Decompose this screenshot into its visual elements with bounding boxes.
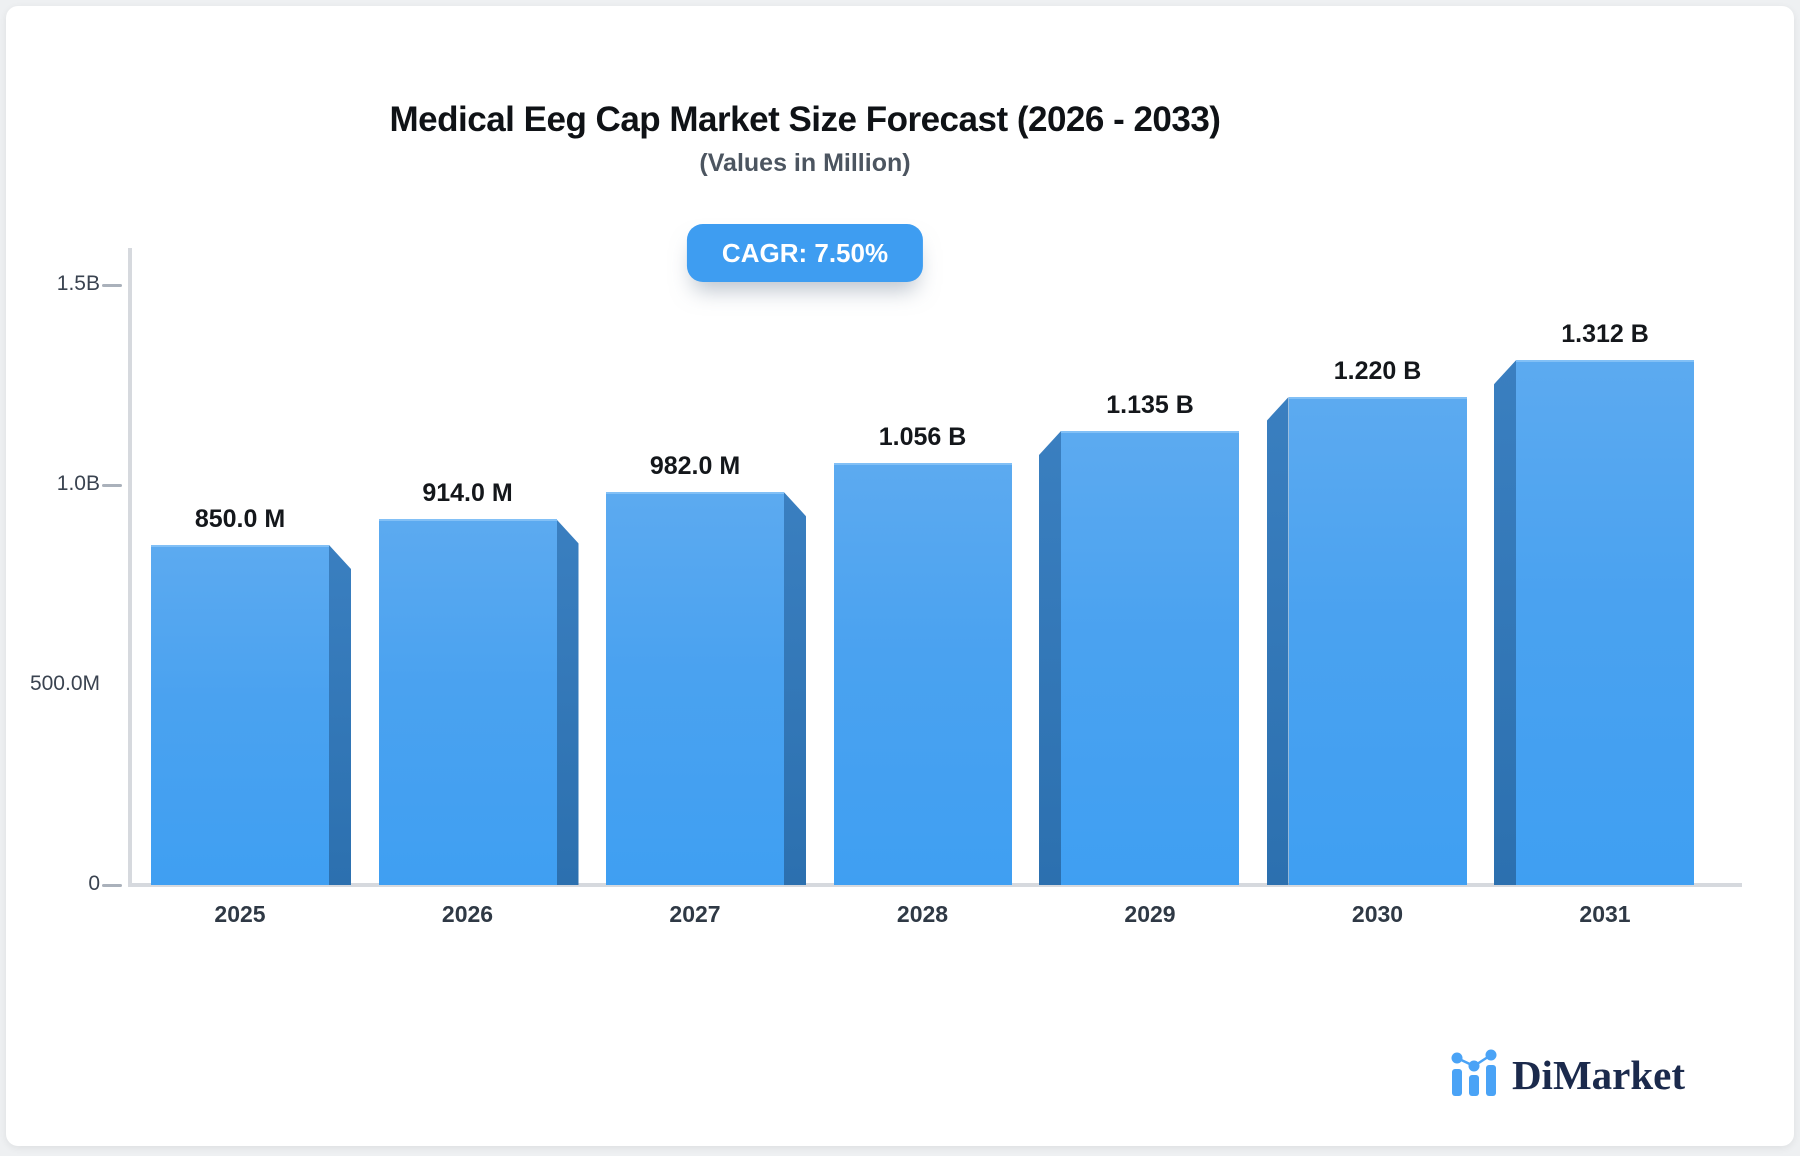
bar-face: [833, 462, 1012, 885]
bar-value-label: 1.220 B: [1333, 357, 1422, 385]
bar-2029: [1039, 431, 1261, 885]
bar-2028: [812, 462, 1034, 885]
bar-3d-side: [1494, 360, 1516, 885]
bar-2031: [1494, 360, 1716, 885]
bar-2026: [357, 519, 579, 885]
bar-3d-side: [784, 492, 806, 885]
bar-2030: [1266, 397, 1489, 885]
bar-value-label: 982.0 M: [649, 452, 741, 481]
chart-title: Medical Eeg Cap Market Size Forecast (20…: [389, 100, 1221, 139]
bar-face: [151, 545, 329, 885]
bar-value-label: 850.0 M: [194, 505, 286, 533]
y-axis-line: [128, 248, 132, 887]
y-tick-label: 1.5B: [56, 272, 100, 295]
bar-face: [1288, 397, 1467, 885]
y-tick-mark: [102, 484, 122, 487]
bar-face: [378, 519, 557, 885]
cagr-badge: CAGR: 7.50%: [686, 224, 924, 282]
bar-2027: [584, 492, 806, 885]
y-tick-mark: [102, 284, 122, 287]
bar-value-label: 1.312 B: [1561, 320, 1649, 349]
bar-face: [1516, 360, 1694, 885]
bar-chart-logo-icon: [1451, 1049, 1497, 1096]
x-axis-label-2028: 2028: [896, 901, 949, 927]
bar-value-label: 1.135 B: [1106, 391, 1194, 419]
x-axis-label-2026: 2026: [441, 901, 494, 927]
x-axis-label-2030: 2030: [1351, 901, 1404, 927]
x-axis-label-2025: 2025: [214, 901, 266, 927]
brand-name: DiMarket: [1511, 1052, 1685, 1098]
chart-subtitle: (Values in Million): [699, 149, 911, 177]
bar-2025: [129, 545, 351, 885]
brand-logo: DiMarket: [1449, 1048, 1685, 1096]
y-tick-label: 500.0M: [29, 672, 100, 695]
bar-value-label: 914.0 M: [422, 479, 513, 508]
y-tick-mark: [102, 884, 122, 887]
bar-face: [606, 492, 784, 885]
bar-3d-side: [329, 545, 351, 885]
bar-value-label: 1.056 B: [878, 422, 967, 451]
x-axis-label-2027: 2027: [669, 901, 721, 927]
x-axis-label-2029: 2029: [1124, 901, 1176, 927]
y-tick-label: 1.0B: [56, 472, 100, 495]
bar-3d-side: [1039, 431, 1061, 885]
x-axis-baseline: [128, 883, 1742, 887]
bar-face: [1061, 431, 1239, 885]
x-axis-label-2031: 2031: [1579, 901, 1631, 927]
y-tick-label: 0: [88, 872, 100, 895]
bar-3d-side: [556, 519, 579, 885]
bar-3d-side: [1266, 397, 1289, 885]
